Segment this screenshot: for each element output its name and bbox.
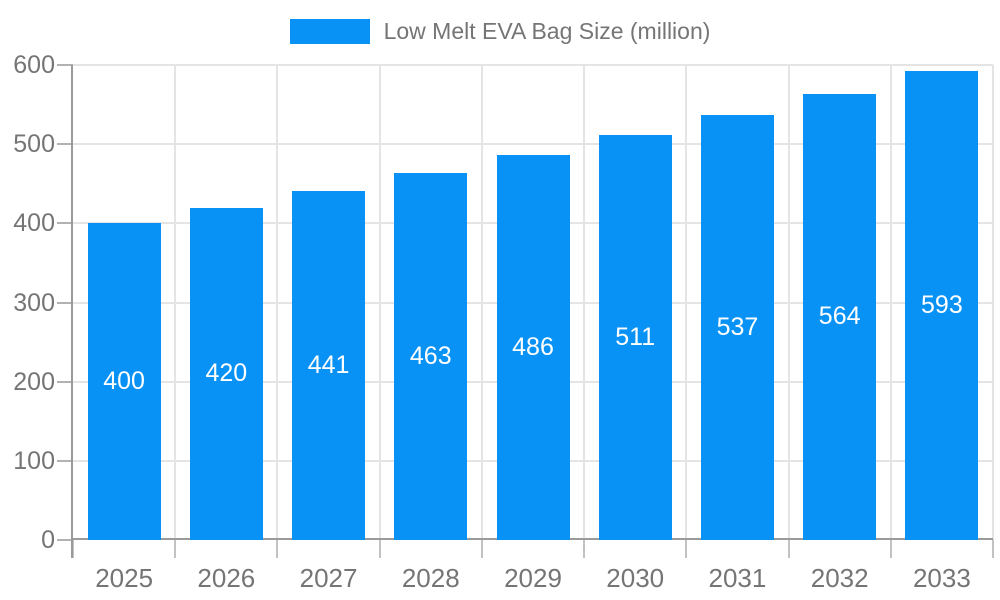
gridline-vertical (378, 65, 381, 540)
y-axis-tick (57, 539, 73, 541)
x-axis-tick (276, 540, 279, 558)
x-axis-label: 2030 (606, 563, 665, 593)
bar-value-label: 463 (409, 342, 452, 371)
y-axis-tick (57, 380, 73, 383)
bar: 564 (803, 93, 877, 540)
y-axis-label: 200 (13, 367, 55, 396)
x-axis-label: 2026 (197, 563, 256, 593)
y-axis-label: 600 (13, 51, 55, 79)
y-axis-tick (57, 222, 73, 225)
y-axis-tick (57, 459, 73, 462)
x-axis-label: 2027 (299, 563, 358, 593)
y-axis-label: 300 (13, 288, 55, 317)
bar: 593 (905, 70, 979, 540)
gridline-vertical (889, 65, 892, 540)
x-axis-tick (378, 540, 381, 558)
bar: 400 (87, 223, 161, 540)
y-axis-label: 100 (13, 446, 55, 475)
legend-label: Low Melt EVA Bag Size (million) (383, 18, 711, 44)
bar-value-label: 593 (921, 290, 963, 319)
gridline-vertical (480, 65, 483, 540)
bar-value-label: 511 (615, 323, 656, 352)
gridline-horizontal (73, 64, 993, 66)
legend-swatch (289, 19, 370, 44)
gridline-vertical (276, 65, 279, 540)
bar-value-label: 537 (716, 312, 759, 341)
gridline-vertical (685, 65, 688, 540)
x-axis-label: 2025 (95, 563, 154, 593)
x-axis-tick (992, 540, 994, 558)
bar-value-label: 400 (103, 367, 145, 396)
gridline-horizontal (73, 143, 993, 146)
y-axis-label: 500 (13, 130, 55, 159)
x-axis-label: 2028 (401, 563, 460, 593)
bar: 511 (598, 135, 672, 540)
bar: 486 (496, 155, 570, 540)
x-axis-tick (72, 540, 74, 558)
gridline-vertical (583, 65, 586, 540)
x-axis-label: 2033 (912, 563, 971, 593)
x-axis-tick (174, 540, 177, 558)
bar: 441 (292, 190, 366, 540)
bar: 537 (700, 114, 774, 540)
y-axis-line (71, 65, 73, 558)
x-axis-label: 2029 (504, 563, 562, 593)
y-axis-tick (57, 301, 73, 304)
gridline-vertical (992, 65, 994, 540)
bar-value-label: 564 (818, 302, 861, 331)
y-axis-label: 400 (13, 209, 55, 238)
x-axis-tick (685, 540, 688, 558)
x-axis-label: 2032 (810, 563, 869, 593)
x-axis-tick (889, 540, 892, 558)
x-axis-tick (480, 540, 483, 558)
chart-legend: Low Melt EVA Bag Size (million) (0, 18, 1000, 45)
bar-value-label: 441 (307, 350, 350, 379)
bar: 463 (394, 173, 468, 540)
bar-value-label: 486 (512, 333, 554, 362)
gridline-vertical (787, 65, 790, 540)
y-axis-tick (57, 64, 73, 66)
y-axis-label: 0 (41, 526, 55, 554)
x-axis-label: 2031 (708, 563, 767, 593)
x-axis-tick (787, 540, 790, 558)
bar-value-label: 420 (205, 359, 248, 388)
gridline-vertical (174, 65, 177, 540)
bar: 420 (189, 207, 263, 540)
x-axis-tick (583, 540, 586, 558)
y-axis-tick (57, 143, 73, 146)
